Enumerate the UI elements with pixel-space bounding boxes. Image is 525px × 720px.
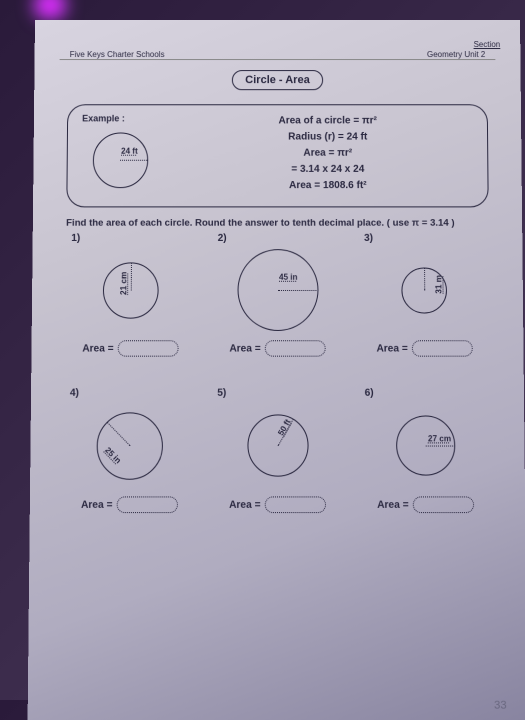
problem-circle: 27 cm <box>396 415 455 475</box>
answer-blank[interactable] <box>413 496 474 513</box>
answer-blank[interactable] <box>412 340 473 356</box>
problem-number: 4) <box>70 388 197 399</box>
formula-line: Area = 1808.6 ft² <box>180 178 475 194</box>
answer-blank[interactable] <box>265 496 326 513</box>
problem-circle: 31 m <box>401 267 447 313</box>
radius-label: 31 m <box>434 275 443 294</box>
area-label: Area = <box>81 499 113 510</box>
instruction-text: Find the area of each circle. Round the … <box>66 218 489 229</box>
area-label: Area = <box>82 343 113 354</box>
problem-number: 3) <box>364 233 490 244</box>
page-number: 33 <box>494 699 507 712</box>
radius-label: 50 ft <box>277 418 293 437</box>
problem-circle: 50 ft <box>247 414 308 476</box>
problem: 4) 25 in Area = <box>63 388 197 514</box>
radius-label: 45 in <box>279 272 297 281</box>
area-label: Area = <box>376 343 407 354</box>
header-line: Five Keys Charter Schools Geometry Unit … <box>60 50 496 60</box>
worksheet-paper: Section Five Keys Charter Schools Geomet… <box>28 20 525 720</box>
answer-blank[interactable] <box>117 496 178 513</box>
example-label: Example : <box>82 113 125 123</box>
problem: 5) 50 ft Area = <box>211 388 344 514</box>
answer-blank[interactable] <box>265 340 326 356</box>
radius-label: 27 cm <box>428 434 451 443</box>
problem: 1) 21 cm Area = <box>64 233 197 357</box>
problem-circle: 45 in <box>237 249 318 331</box>
example-formulas: Area of a circle = πr² Radius (r) = 24 f… <box>180 113 475 194</box>
answer-blank[interactable] <box>118 340 179 356</box>
problem: 2) 45 in Area = <box>211 233 343 357</box>
example-circle: 24 ft <box>92 132 148 188</box>
area-label: Area = <box>377 499 409 510</box>
unit-name: Geometry Unit 2 <box>427 50 485 59</box>
example-box: Example : 24 ft Area of a circle = πr² R… <box>66 104 488 207</box>
formula-line: Area of a circle = πr² <box>181 113 475 129</box>
problem: 3) 31 m Area = <box>358 233 491 357</box>
area-label: Area = <box>229 343 260 354</box>
example-radius-label: 24 ft <box>121 147 138 156</box>
problem-number: 2) <box>218 233 344 244</box>
problem-number: 5) <box>217 388 344 399</box>
area-label: Area = <box>229 499 261 510</box>
problem-circle: 21 cm <box>103 262 159 318</box>
school-name: Five Keys Charter Schools <box>70 50 165 59</box>
section-label: Section <box>473 40 500 49</box>
radius-label: 25 in <box>104 445 124 465</box>
problem-number: 6) <box>365 388 492 399</box>
problem-circle: 25 in <box>96 412 163 479</box>
formula-line: Radius (r) = 24 ft <box>180 129 475 145</box>
radius-label: 21 cm <box>119 272 128 295</box>
formula-line: Area = πr² <box>180 146 475 162</box>
problem-number: 1) <box>71 233 197 244</box>
formula-line: = 3.14 x 24 x 24 <box>180 162 475 178</box>
problem: 6) 27 cm Area = <box>359 388 493 514</box>
page-title: Circle - Area <box>232 70 323 90</box>
